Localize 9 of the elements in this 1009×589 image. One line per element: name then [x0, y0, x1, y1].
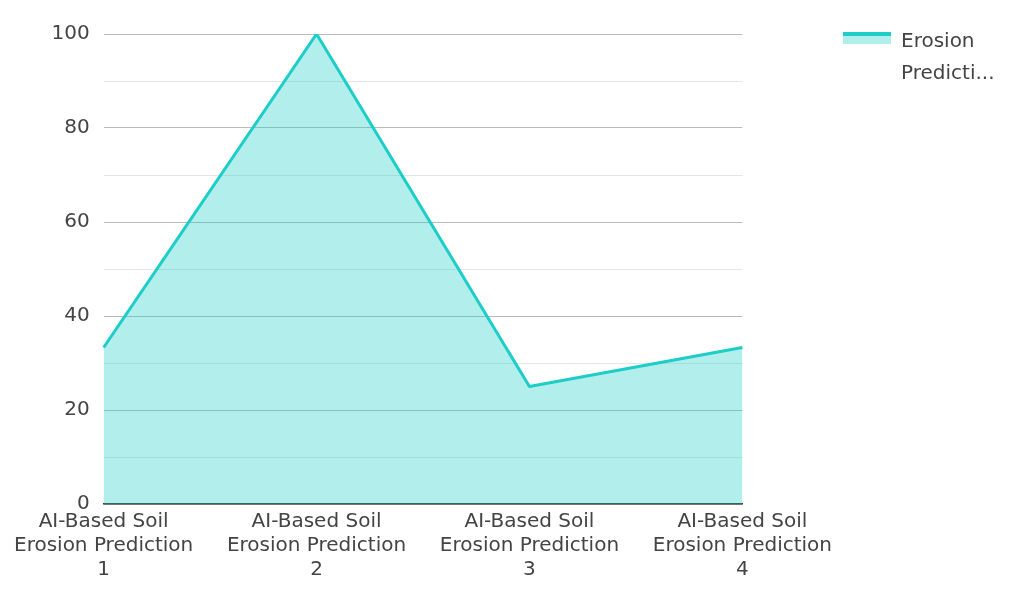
y-tick-label: 60	[64, 208, 90, 233]
x-tick-label: AI-Based Soil Erosion Prediction 2	[226, 508, 407, 581]
y-tick-label: 100	[51, 20, 90, 45]
x-tick-label: AI-Based Soil Erosion Prediction 4	[652, 508, 832, 581]
x-tick-label: AI-Based Soil Erosion Prediction 3	[439, 508, 620, 581]
y-tick-label: 20	[64, 396, 90, 421]
y-tick-label: 80	[64, 114, 90, 139]
legend-label: Erosion Predicti...	[901, 27, 996, 86]
y-tick-label: 40	[64, 302, 90, 327]
